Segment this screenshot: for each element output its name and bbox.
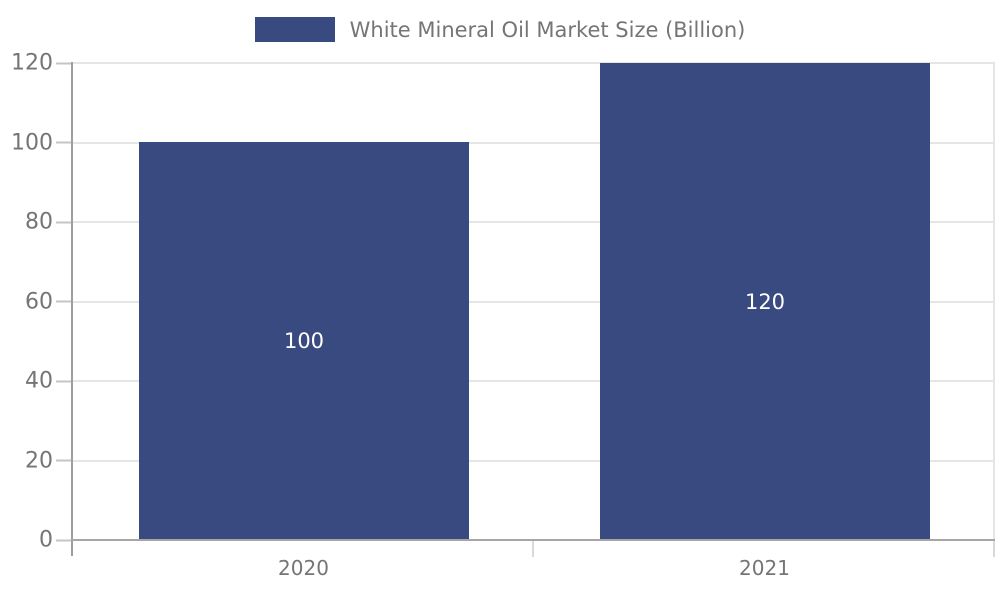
gridline-20 xyxy=(73,459,995,462)
gridline-60 xyxy=(73,300,995,303)
y-tick-mark xyxy=(56,539,71,541)
y-tick-mark xyxy=(56,221,71,223)
gridline-80 xyxy=(73,221,995,223)
gridline-100 xyxy=(73,141,995,144)
legend-swatch xyxy=(254,17,335,42)
y-axis: 0 20 40 60 80 100 120 xyxy=(0,51,71,553)
y-tick-label: 40 xyxy=(25,368,53,394)
bar-value-label: 120 xyxy=(744,289,786,314)
y-tick-mark xyxy=(56,141,71,144)
y-tick-mark xyxy=(56,300,71,303)
y-tick-label: 60 xyxy=(25,289,53,314)
y-tick-label: 0 xyxy=(39,527,53,553)
x-axis: 2020 2021 xyxy=(73,541,995,600)
y-tick-80: 80 xyxy=(25,210,71,235)
plot-area: 100 120 xyxy=(73,62,995,541)
bar-2020: 100 xyxy=(139,142,469,540)
y-tick-mark xyxy=(56,62,71,64)
y-tick-label: 120 xyxy=(11,50,53,76)
x-tick-label-2021: 2021 xyxy=(739,556,790,580)
y-tick-120: 120 xyxy=(11,51,71,76)
x-axis-line xyxy=(71,539,995,541)
y-tick-60: 60 xyxy=(25,289,71,314)
y-tick-40: 40 xyxy=(25,369,71,394)
y-tick-label: 80 xyxy=(25,209,53,235)
y-tick-mark xyxy=(56,380,71,382)
bar-value-label: 100 xyxy=(283,329,325,353)
y-tick-20: 20 xyxy=(25,448,71,473)
y-tick-mark xyxy=(56,459,71,462)
x-tick-mark xyxy=(532,541,534,557)
legend-label: White Mineral Oil Market Size (Billion) xyxy=(349,17,746,42)
y-tick-0: 0 xyxy=(39,528,71,553)
x-tick-label-2020: 2020 xyxy=(278,556,329,580)
x-tick-mark xyxy=(993,541,995,557)
gridline-120 xyxy=(73,62,995,64)
y-tick-label: 100 xyxy=(11,130,53,155)
gridline-40 xyxy=(73,380,995,382)
legend[interactable]: White Mineral Oil Market Size (Billion) xyxy=(0,17,1000,42)
y-axis-line xyxy=(71,62,73,556)
y-tick-label: 20 xyxy=(25,448,53,473)
y-tick-100: 100 xyxy=(11,130,71,155)
bar-2021: 120 xyxy=(600,63,930,540)
